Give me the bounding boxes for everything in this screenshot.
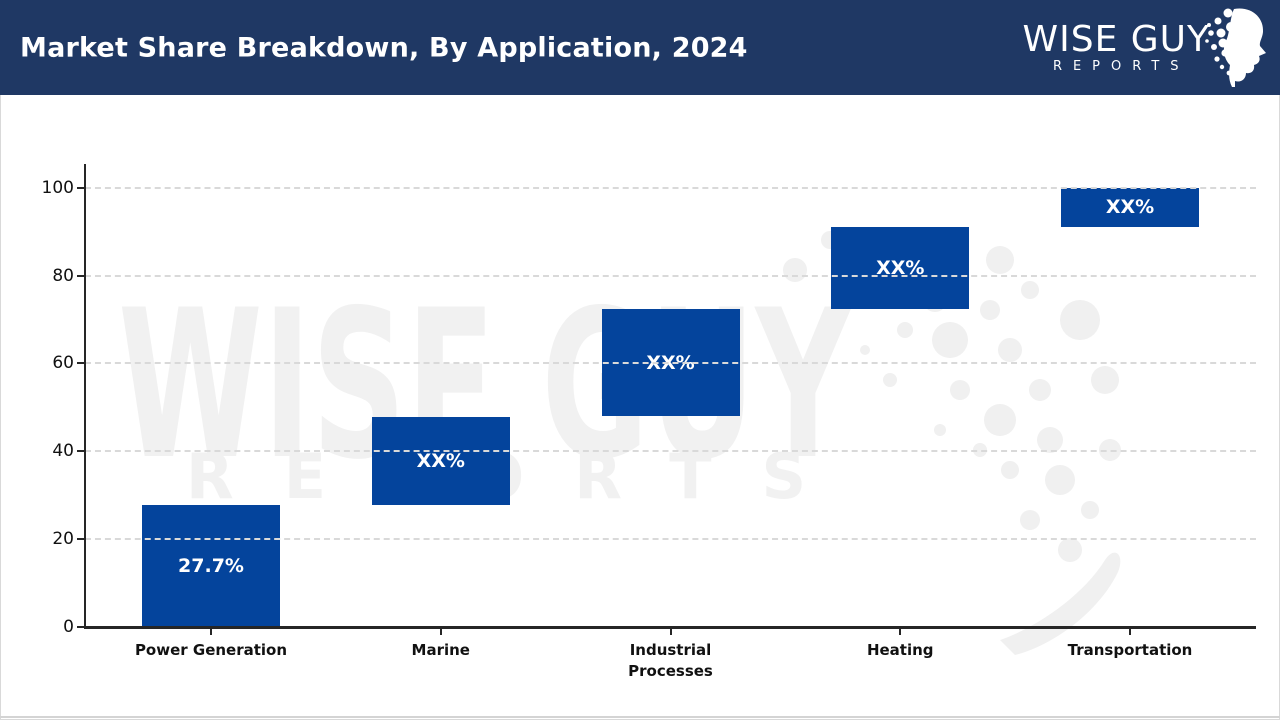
gridline-80 xyxy=(85,274,1256,277)
x-tick-mark xyxy=(1129,627,1131,635)
y-tick-label: 20 xyxy=(52,529,74,550)
bar-transportation: XX% xyxy=(1061,187,1199,228)
header-bar: Market Share Breakdown, By Application, … xyxy=(0,0,1280,95)
x-tick-mark xyxy=(899,627,902,635)
wise-guy-logo: WISE GUY REPORTS xyxy=(1023,4,1269,92)
x-category-label: Industrial Processes xyxy=(628,641,713,680)
x-category-label: Heating xyxy=(866,641,934,659)
y-tick-label: 40 xyxy=(52,441,74,462)
x-category-label: Marine xyxy=(411,641,470,659)
y-tick-mark xyxy=(77,274,85,277)
y-tick-label: 80 xyxy=(52,265,74,286)
bar-value-label: 27.7% xyxy=(178,555,244,578)
bar-industrial-processes: XX% xyxy=(601,308,740,417)
y-tick-mark xyxy=(77,626,85,628)
x-category-label: Power Generation xyxy=(134,641,288,659)
gridline-40 xyxy=(85,450,1256,453)
logo-wordmark: WISE GUY REPORTS xyxy=(1022,19,1211,75)
bar-value-label: XX% xyxy=(1105,196,1155,219)
x-tick-mark xyxy=(669,627,672,635)
y-tick-mark xyxy=(77,450,85,453)
bar-heating: XX% xyxy=(831,226,970,309)
bottom-border-line xyxy=(0,716,1280,718)
y-tick-label: 60 xyxy=(52,353,74,374)
x-tick-mark xyxy=(439,627,442,635)
logo-name-text: WISE GUY xyxy=(1022,19,1210,60)
x-category-label: Transportation xyxy=(1067,641,1193,659)
y-axis-line xyxy=(83,164,86,629)
y-tick-label: 100 xyxy=(41,177,74,198)
logo-face-icon xyxy=(1204,5,1268,91)
bar-marine: XX% xyxy=(371,417,510,505)
bar-value-label: XX% xyxy=(876,256,925,279)
y-tick-mark xyxy=(77,538,85,541)
y-tick-label: 0 xyxy=(63,617,74,637)
logo-sub-text: REPORTS xyxy=(1052,59,1190,74)
page-title: Market Share Breakdown, By Application, … xyxy=(20,32,748,63)
x-axis-line xyxy=(83,626,1256,629)
y-tick-mark xyxy=(77,362,85,365)
plot-area: 0 20 40 60 80 100 27.7% Power Generation XX% Mari… xyxy=(0,95,1280,720)
bar-power-generation: 27.7% xyxy=(142,505,280,627)
x-tick-mark xyxy=(210,627,212,635)
y-tick-mark xyxy=(77,186,85,189)
bar-value-label: XX% xyxy=(646,351,695,374)
bar-value-label: XX% xyxy=(416,450,465,473)
